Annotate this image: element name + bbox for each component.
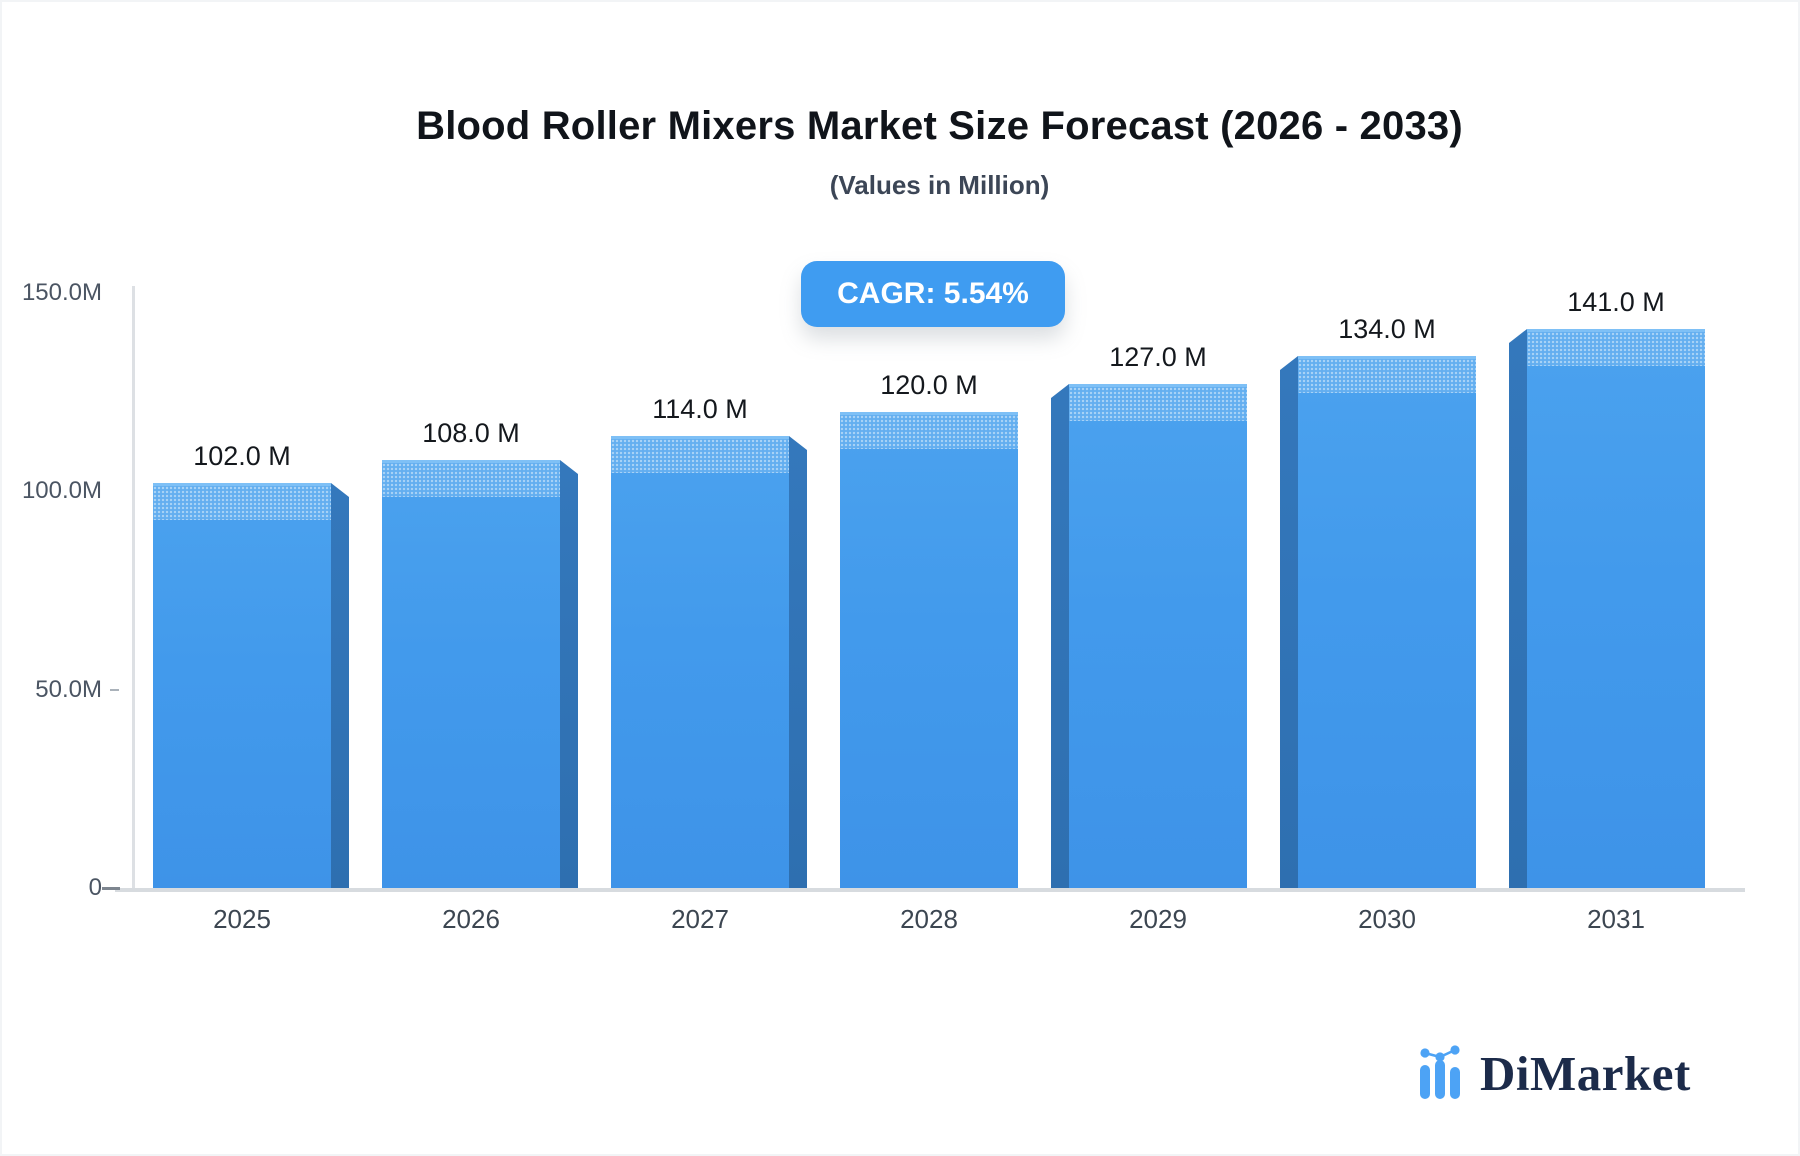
x-axis-label-2031: 2031 xyxy=(1587,904,1645,934)
y-axis-label-50.0M: 50.0M xyxy=(35,675,102,703)
bar-value-label: 134.0 M xyxy=(1338,314,1436,344)
bar-front-face xyxy=(382,460,560,888)
logo-chart-icon xyxy=(1420,1045,1460,1099)
chart-subtitle: (Values in Million) xyxy=(829,170,1050,200)
bar-front-face xyxy=(153,483,331,888)
bar-front-face xyxy=(611,436,789,888)
x-axis-label-2027: 2027 xyxy=(671,904,729,934)
bar-side-face xyxy=(789,436,807,888)
bar-front-face xyxy=(1298,356,1476,888)
bar-value-label: 127.0 M xyxy=(1109,342,1207,372)
bar-side-face xyxy=(1509,329,1527,888)
bar-value-label: 108.0 M xyxy=(422,418,520,448)
y-axis-tick xyxy=(102,887,120,890)
y-axis-label-150.0M: 150.0M xyxy=(21,279,102,306)
bar-value-label: 120.0 M xyxy=(880,370,978,400)
cagr-badge-label: CAGR: 5.54% xyxy=(837,277,1029,310)
x-axis-label-2030: 2030 xyxy=(1358,904,1416,934)
bar-side-face xyxy=(1051,384,1069,888)
y-axis-tick xyxy=(110,688,119,691)
bar-value-label: 102.0 M xyxy=(193,441,291,471)
x-axis-label-2029: 2029 xyxy=(1129,904,1187,934)
bar-value-label: 114.0 M xyxy=(652,394,748,424)
x-axis-label-2026: 2026 xyxy=(442,904,500,934)
y-axis-label-0: 0 xyxy=(88,874,102,901)
cagr-badge: CAGR: 5.54% xyxy=(801,261,1065,327)
y-axis-line xyxy=(132,286,135,890)
brand-logo: DiMarket xyxy=(1418,1040,1691,1102)
bar-front-face xyxy=(840,412,1018,888)
bar-side-face xyxy=(331,483,349,888)
bar-front-face xyxy=(1069,384,1247,888)
x-axis-label-2028: 2028 xyxy=(900,904,958,934)
bar-side-face xyxy=(560,460,578,888)
x-axis-label-2025: 2025 xyxy=(213,904,271,934)
y-axis-label-100.0M: 100.0M xyxy=(21,477,102,505)
chart-title: Blood Roller Mixers Market Size Forecast… xyxy=(416,104,1463,148)
bar-front-face xyxy=(1527,329,1705,888)
bar-value-label: 141.0 M xyxy=(1567,287,1665,317)
x-axis-baseline xyxy=(115,888,1745,892)
bar-side-face xyxy=(1280,356,1298,888)
logo-text: DiMarket xyxy=(1480,1046,1691,1101)
